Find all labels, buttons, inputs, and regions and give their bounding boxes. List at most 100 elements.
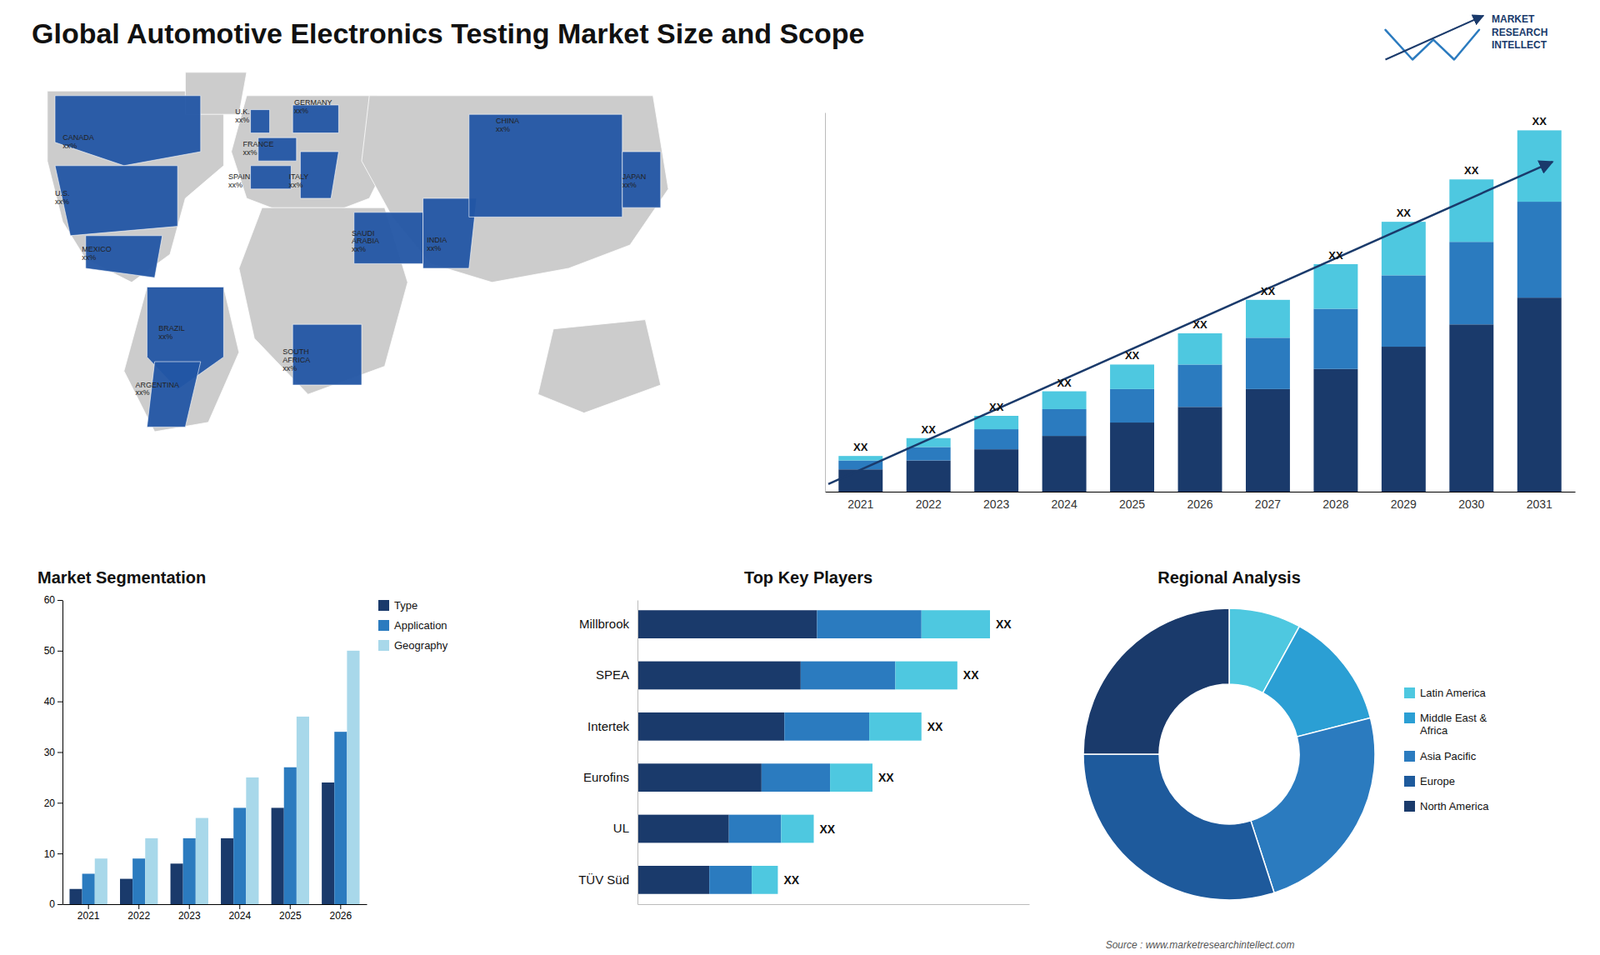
tick: 2031 <box>1526 491 1553 511</box>
axis-line <box>825 113 826 493</box>
map-label: U.K.xx% <box>235 107 250 125</box>
map-label: BRAZILxx% <box>158 324 185 341</box>
bar <box>1381 221 1426 275</box>
tick-label: 2021 <box>847 497 874 511</box>
tick-mark <box>57 904 63 905</box>
text-line: xx% <box>289 180 304 190</box>
legend: Latin AmericaMiddle East &AfricaAsia Pac… <box>1404 686 1490 813</box>
text-line: U.S. <box>55 189 70 198</box>
data-label: XX <box>989 400 1005 414</box>
tick-label: 2023 <box>983 497 1010 511</box>
bar <box>120 879 133 905</box>
bar <box>233 807 246 905</box>
tick-mark <box>57 650 63 652</box>
tick: 2026 <box>329 904 352 922</box>
tick: Eurofins <box>583 770 638 785</box>
text-line: xx% <box>294 106 309 115</box>
text-line: Africa <box>1420 724 1449 737</box>
legend-item: Middle East &Africa <box>1404 711 1488 737</box>
map-label: SAUDIARABIAxx% <box>351 229 380 255</box>
data-label: XX <box>963 668 980 682</box>
bar <box>1313 369 1358 492</box>
y-axis <box>825 113 826 493</box>
bar <box>271 807 285 905</box>
bar <box>145 838 158 905</box>
text-line: xx% <box>158 332 173 341</box>
text-line: AFRICA <box>282 355 310 365</box>
data-label: XX <box>1328 249 1344 262</box>
plot-area <box>838 130 1561 492</box>
tick-label: 2024 <box>228 910 251 922</box>
map <box>47 72 669 432</box>
plot-area <box>69 650 360 905</box>
tick-label: 40 <box>44 695 56 708</box>
tick-mark <box>57 600 63 601</box>
data-label: XX <box>921 423 937 436</box>
tick: 2027 <box>1255 491 1281 511</box>
bar <box>220 838 234 905</box>
data-label: XX <box>1396 206 1412 220</box>
text-line: INTELLECT <box>1491 39 1548 51</box>
chart-title: Top Key Players <box>744 568 873 587</box>
map-label: FRANCExx% <box>242 140 274 157</box>
text-line: North America <box>1420 800 1490 813</box>
bar <box>1245 300 1290 339</box>
bar <box>1449 324 1494 492</box>
bar <box>974 415 1019 430</box>
tick: 2024 <box>228 904 251 922</box>
country <box>423 198 477 269</box>
text-line: U.K. <box>235 107 250 116</box>
tick-label: 2026 <box>1186 497 1213 511</box>
map-label: SOUTHAFRICAxx% <box>282 347 310 373</box>
map-label: ITALYxx% <box>289 172 310 190</box>
continent <box>124 286 240 432</box>
axis-line <box>825 491 1576 493</box>
bar <box>761 763 830 792</box>
legend: TypeApplicationGeography <box>378 599 449 652</box>
bar <box>637 661 801 690</box>
x-axis: 2021202220232024202520262027202820292030… <box>825 491 1576 511</box>
bar <box>1313 264 1358 310</box>
bar <box>637 865 710 895</box>
bar <box>183 838 196 905</box>
map-label: CANADAxx% <box>62 133 95 150</box>
map-label: MEXICOxx% <box>81 245 112 262</box>
tick-label: 50 <box>44 645 56 657</box>
legend-item: Geography <box>378 639 449 652</box>
tick-label: Eurofins <box>583 770 630 785</box>
tick-mark <box>239 904 240 910</box>
tick-mark <box>57 853 63 855</box>
text-line: MARKET <box>1491 13 1535 25</box>
tick: 2025 <box>1119 491 1145 511</box>
data-label: XX <box>1260 285 1276 298</box>
country <box>55 165 178 236</box>
tick-label: 2023 <box>178 910 201 922</box>
bar <box>195 818 209 905</box>
legend-swatch <box>378 600 390 611</box>
text-line: Middle East & <box>1420 711 1488 725</box>
tick: 40 <box>44 695 63 708</box>
tick: 30 <box>44 746 63 759</box>
bar <box>132 858 145 905</box>
source-text: Source : www.marketresearchintellect.com <box>1105 939 1295 951</box>
text-line: xx% <box>228 180 243 190</box>
bar <box>1517 201 1562 298</box>
bar <box>709 865 752 895</box>
tick-label: 20 <box>44 797 56 810</box>
bar <box>82 874 95 905</box>
bar <box>1381 346 1426 492</box>
country <box>250 110 270 134</box>
chart-title: Global Automotive Electronics Testing Ma… <box>31 17 865 50</box>
data-label: XX <box>853 440 869 454</box>
tick-mark <box>189 904 190 910</box>
bar <box>1449 179 1494 242</box>
legend-swatch <box>1404 800 1415 812</box>
bar <box>816 610 921 639</box>
tick-label: 2025 <box>279 910 302 922</box>
country <box>292 105 339 134</box>
legend-item: Application <box>378 619 448 632</box>
text-line: xx% <box>81 253 96 262</box>
data-label: XX <box>1464 164 1480 177</box>
tick: 20 <box>44 797 63 810</box>
logo-arrow <box>1385 15 1485 60</box>
